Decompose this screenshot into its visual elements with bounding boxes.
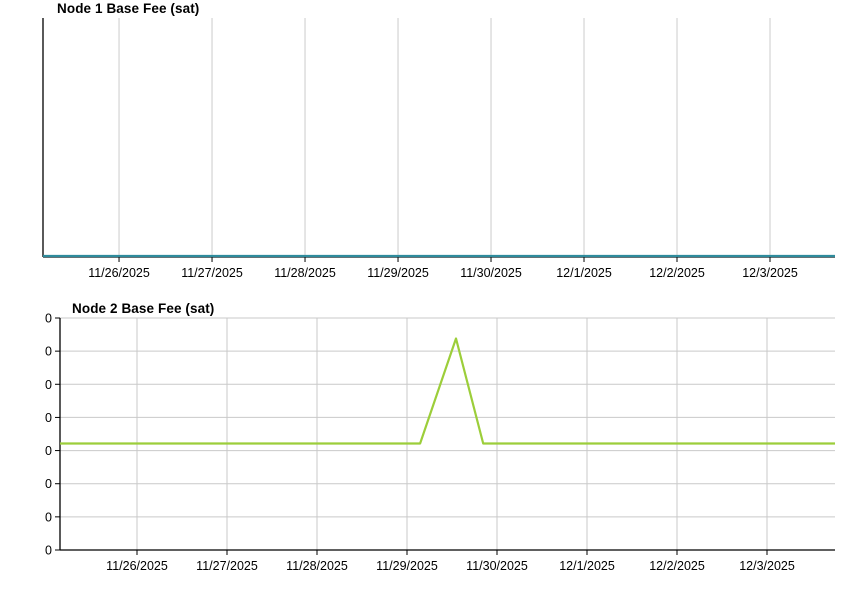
node2-x-tick-label: 11/29/2025 (376, 559, 438, 573)
node2-x-tick-label: 11/28/2025 (286, 559, 348, 573)
node2-series-line (60, 337, 835, 445)
node1-x-tick-label: 12/3/2025 (742, 266, 798, 280)
node1-chart: 11/26/2025 11/27/2025 11/28/2025 11/29/2025… (42, 18, 835, 280)
node1-x-tick-label: 11/29/2025 (367, 266, 429, 280)
node1-x-tick-label: 11/28/2025 (274, 266, 336, 280)
node2-y-tick-label: 0 (45, 444, 52, 458)
node2-y-tick-label: 0 (45, 345, 52, 359)
node2-y-tick-label: 0 (45, 510, 52, 524)
node1-chart-title: Node 1 Base Fee (sat) (57, 1, 200, 16)
node2-x-tick-label: 12/2/2025 (649, 559, 705, 573)
node2-y-tick-label: 0 (45, 378, 52, 392)
node1-x-tick-label: 11/26/2025 (88, 266, 150, 280)
node2-x-tick-label: 11/27/2025 (196, 559, 258, 573)
node2-y-tick-label: 0 (45, 312, 52, 326)
node1-x-tick-label: 11/30/2025 (460, 266, 522, 280)
node2-chart: 11/26/2025 11/27/2025 11/28/2025 11/29/2025… (45, 312, 835, 573)
node2-y-tick-label: 0 (45, 544, 52, 558)
node2-y-tick-label: 0 (45, 477, 52, 491)
node2-x-tick-label: 12/3/2025 (739, 559, 795, 573)
node1-x-tick-label: 11/27/2025 (181, 266, 243, 280)
node2-y-tick-label: 0 (45, 411, 52, 425)
node1-x-tick-label: 12/1/2025 (556, 266, 612, 280)
node1-x-tick-label: 12/2/2025 (649, 266, 705, 280)
node2-x-tick-label: 11/30/2025 (466, 559, 528, 573)
node2-x-tick-label: 12/1/2025 (559, 559, 615, 573)
node2-chart-title: Node 2 Base Fee (sat) (72, 301, 215, 316)
node2-x-tick-label: 11/26/2025 (106, 559, 168, 573)
